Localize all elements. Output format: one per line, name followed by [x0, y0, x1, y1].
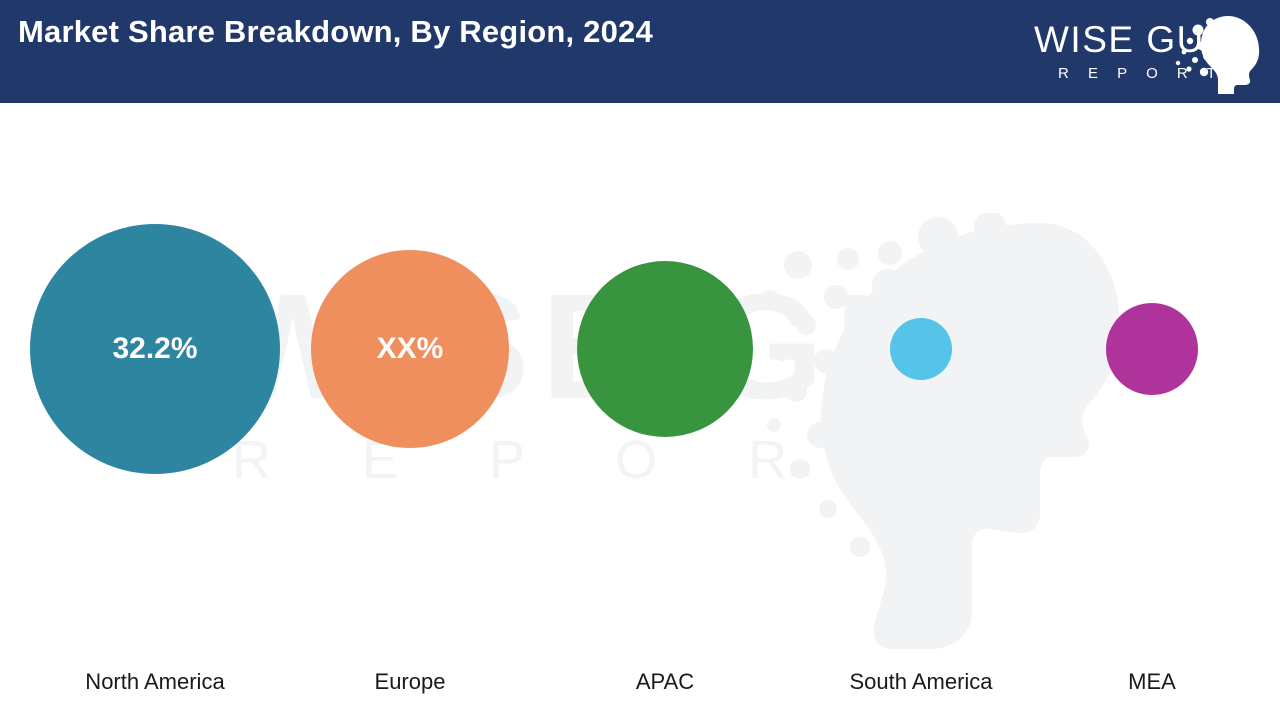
bubble-value-label: 32.2%	[112, 332, 198, 365]
watermark-subword: R E P O R T S	[232, 430, 1075, 490]
watermark-dotted-head-icon	[740, 213, 1120, 673]
plot-area: WISE GUY R E P O R T S	[0, 103, 1280, 720]
bubble-mea[interactable]	[1106, 303, 1198, 395]
category-label-north-america: North America	[85, 669, 225, 694]
bubble-apac[interactable]	[577, 261, 753, 437]
bubble-europe[interactable]: XX%	[311, 250, 509, 448]
header-bar: Market Share Breakdown, By Region, 2024 …	[0, 0, 1280, 103]
wise-guy-reports-logo: WISE GUY R E P O R T S	[1032, 8, 1262, 94]
category-label-mea: MEA	[1128, 669, 1176, 694]
category-label-apac: APAC	[635, 669, 695, 694]
category-label-south-america: South America	[849, 669, 993, 694]
page-title: Market Share Breakdown, By Region, 2024	[18, 14, 653, 49]
logo-dotted-head-icon	[1175, 16, 1260, 94]
category-label-europe: Europe	[374, 669, 446, 694]
bubble-south-america[interactable]	[890, 318, 952, 380]
svg-text:R E P O R T S: R E P O R T S	[1058, 65, 1252, 82]
bubble-value-label: XX%	[376, 332, 444, 365]
bubble-north-america[interactable]: 32.2%	[30, 224, 280, 474]
